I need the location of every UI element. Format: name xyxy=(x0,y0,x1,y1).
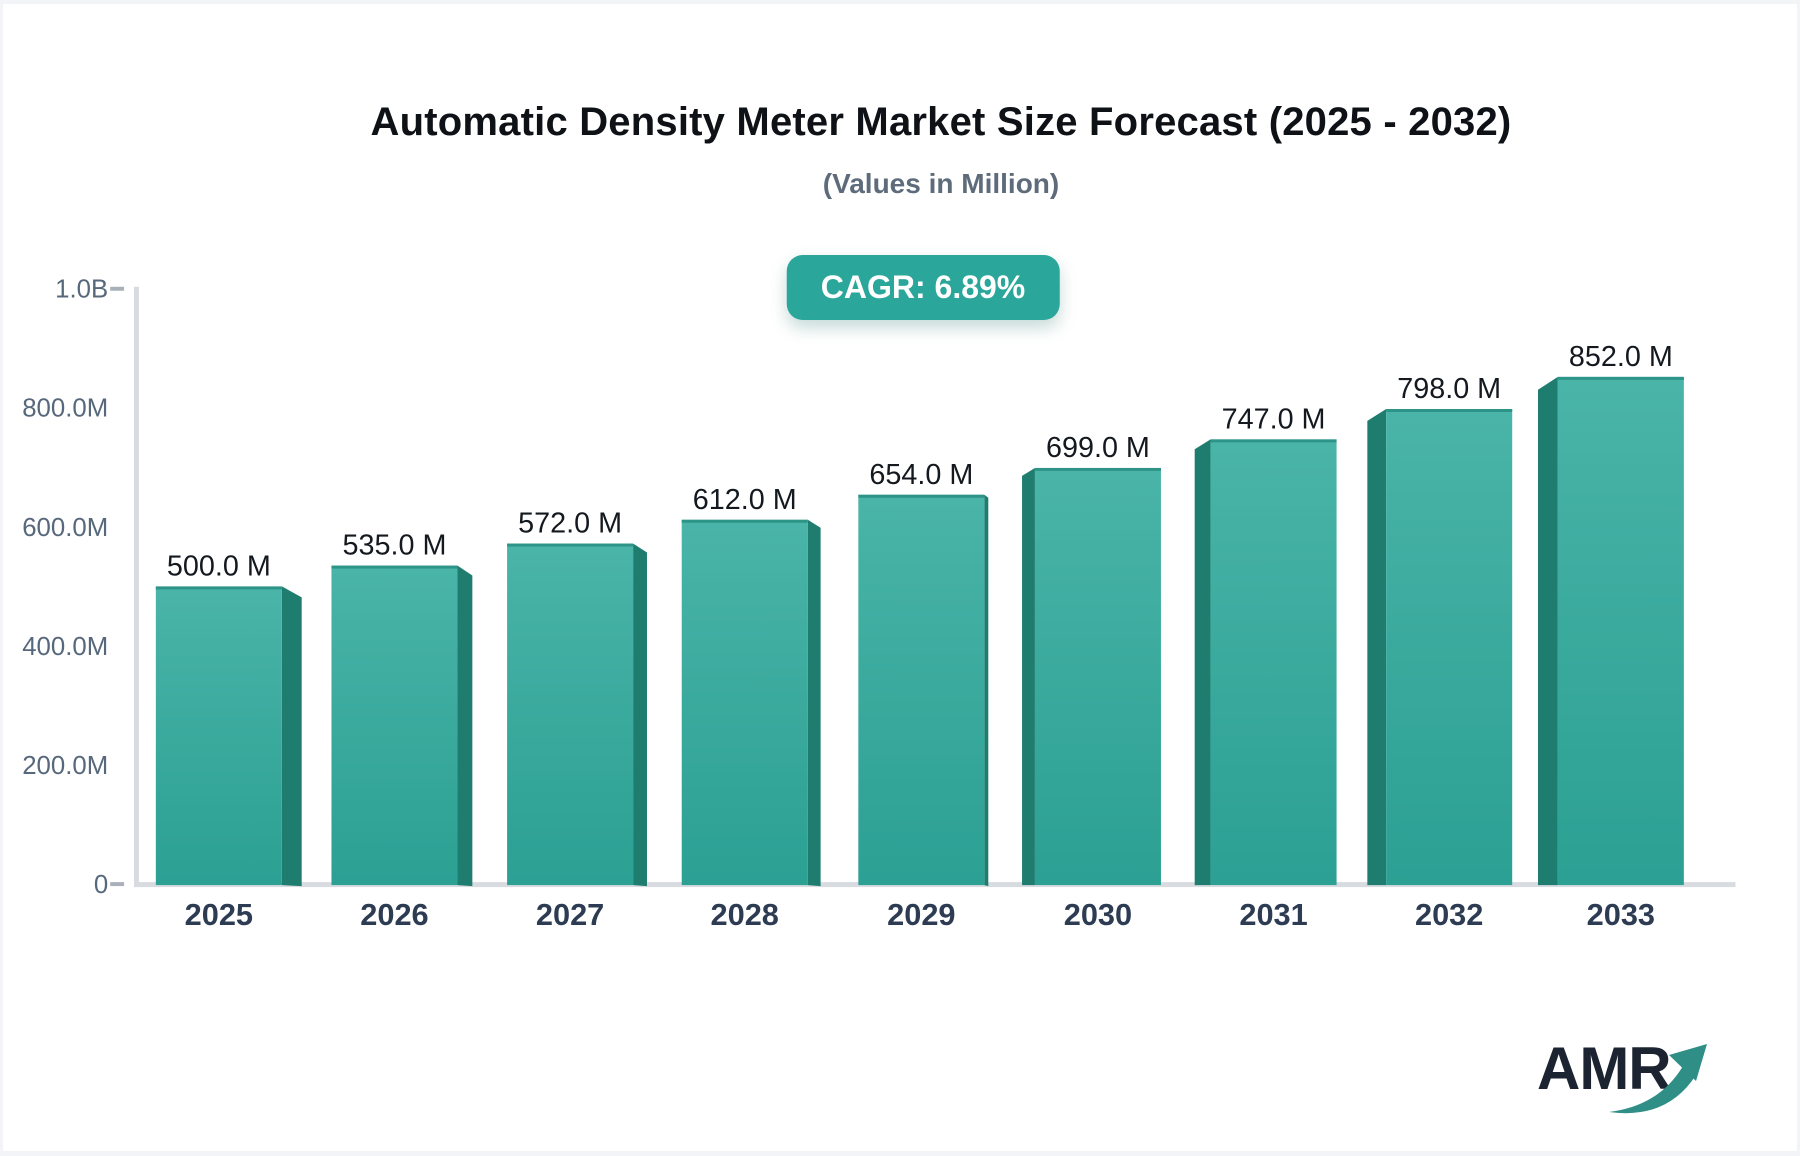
bar-top-edge-2029 xyxy=(858,494,985,498)
bar-top-edge-2027 xyxy=(507,543,634,547)
bar-value-label: 798.0 M xyxy=(1397,373,1501,405)
growth-arrow-icon xyxy=(1609,1044,1707,1114)
bar-side-2027 xyxy=(633,543,647,887)
bar-value-label: 852.0 M xyxy=(1569,341,1673,373)
bar-top-edge-2031 xyxy=(1210,439,1337,443)
bar-side-2028 xyxy=(807,519,821,887)
bar-value-label: 654.0 M xyxy=(869,459,973,491)
amr-logo: AMR xyxy=(1531,1026,1721,1136)
y-tick-label: 1.0B xyxy=(55,276,108,304)
bar-side-2031 xyxy=(1194,439,1211,886)
chart-subtitle: (Values in Million) xyxy=(822,168,1060,199)
bar-top-edge-2030 xyxy=(1034,467,1161,471)
x-tick-label: 2032 xyxy=(1415,897,1483,932)
bar-top-edge-2026 xyxy=(331,565,458,569)
bar-side-2029 xyxy=(984,494,989,887)
bar-2028[interactable] xyxy=(681,519,808,886)
y-tick-label: 400.0M xyxy=(22,633,108,661)
amr-logo-text: AMR xyxy=(1537,1035,1672,1102)
bar-2027[interactable] xyxy=(507,543,634,886)
bar-value-label: 535.0 M xyxy=(342,530,446,562)
bar-value-label: 747.0 M xyxy=(1222,403,1326,435)
cagr-badge-label: CAGR: 6.89% xyxy=(820,269,1026,305)
bar-value-label: 572.0 M xyxy=(518,508,622,540)
bar-2031[interactable] xyxy=(1210,439,1337,886)
chart-title: Automatic Density Meter Market Size Fore… xyxy=(370,100,1512,144)
chart-card: Automatic Density Meter Market Size Fore… xyxy=(3,4,1797,1151)
y-tick-label: 0 xyxy=(94,871,108,899)
bar-2025[interactable] xyxy=(155,586,282,886)
y-tick-label: 800.0M xyxy=(22,395,108,423)
bar-2029[interactable] xyxy=(858,494,985,886)
bar-side-2033 xyxy=(1537,376,1558,886)
bar-2026[interactable] xyxy=(331,565,458,886)
bar-side-2025 xyxy=(281,586,302,887)
bar-chart: 0 200.0M 400.0M 600.0M 800.0M 1.0B 500.0 M 2025… xyxy=(22,276,1736,932)
bar-2033[interactable] xyxy=(1557,376,1684,886)
bar-side-2026 xyxy=(457,565,473,887)
cagr-badge: CAGR: 6.89% xyxy=(786,255,1060,320)
bar-value-label: 699.0 M xyxy=(1046,432,1150,464)
x-tick-label: 2025 xyxy=(185,897,253,932)
bar-2030[interactable] xyxy=(1034,467,1161,886)
y-tick-mark xyxy=(110,286,125,291)
bar-top-edge-2032 xyxy=(1386,409,1513,412)
y-tick-label: 600.0M xyxy=(22,514,108,542)
bar-value-label: 500.0 M xyxy=(167,551,271,583)
bar-side-2032 xyxy=(1367,409,1387,886)
bar-top-edge-2025 xyxy=(155,586,282,590)
y-tick-label: 200.0M xyxy=(22,752,108,780)
x-tick-label: 2030 xyxy=(1064,897,1132,932)
bar-2032[interactable] xyxy=(1386,409,1513,886)
x-tick-label: 2028 xyxy=(711,897,779,932)
bar-top-edge-2028 xyxy=(681,519,808,523)
x-tick-label: 2027 xyxy=(536,897,604,932)
bar-side-2030 xyxy=(1022,467,1035,886)
y-tick-mark xyxy=(110,882,125,887)
x-tick-label: 2029 xyxy=(887,897,955,932)
y-axis-line xyxy=(134,286,139,888)
bar-value-label: 612.0 M xyxy=(693,484,797,516)
x-tick-label: 2031 xyxy=(1239,897,1307,932)
x-tick-label: 2026 xyxy=(360,897,428,932)
bar-top-edge-2033 xyxy=(1557,376,1684,380)
x-tick-label: 2033 xyxy=(1587,897,1655,932)
